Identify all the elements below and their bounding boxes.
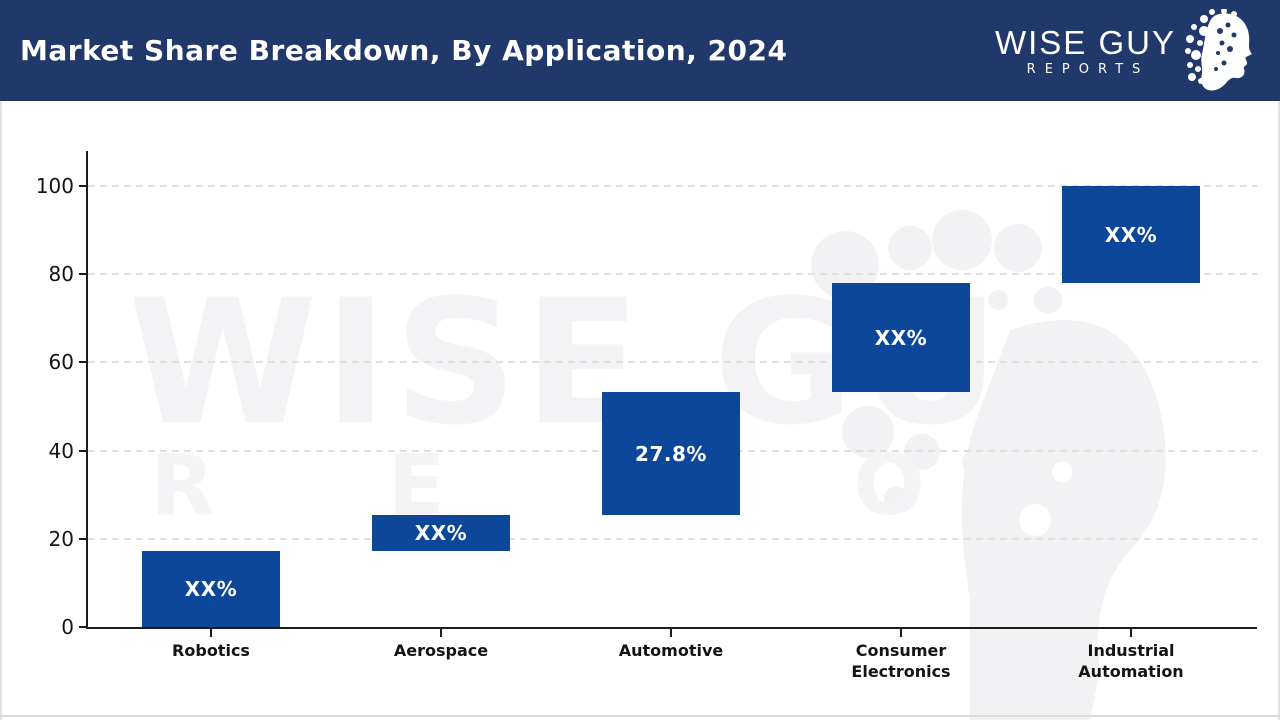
bar-value-label: XX% (414, 521, 468, 546)
y-tick-mark (79, 273, 87, 276)
brand-face-icon (1185, 8, 1252, 91)
brand-subtitle: REPORTS (1026, 61, 1150, 77)
gridline (88, 361, 1257, 364)
y-tick-mark (79, 361, 87, 364)
y-tick-mark (79, 185, 87, 187)
y-tick-mark (79, 537, 87, 540)
brand-logo-text: WISE GUY REPORTS (995, 26, 1176, 76)
y-tick-label: 60 (48, 350, 74, 375)
bar-automotive: 27.8% (602, 392, 740, 515)
y-tick-mark (79, 626, 87, 628)
page-border-right (1278, 101, 1280, 720)
x-category-label: Aerospace (393, 641, 489, 660)
x-category-label: Industrial Automation (1078, 641, 1184, 681)
watermark-text-sub: R E P O (150, 436, 997, 534)
gridline (88, 537, 1257, 540)
x-tick-mark (1130, 629, 1132, 637)
bar-value-label: 27.8% (635, 441, 707, 466)
bar-aerospace: XX% (372, 514, 510, 552)
bar-value-label: XX% (184, 577, 238, 602)
footer-divider-line (0, 715, 1280, 717)
x-axis-line (86, 627, 1257, 629)
y-axis-line (86, 150, 88, 629)
x-category-label: Consumer Electronics (851, 641, 951, 681)
gridline (88, 273, 1257, 276)
chart-plot-area: 0 20 40 60 80 100 XX% Robotics XX% Aerospace 27.8%… (0, 101, 1280, 720)
x-tick-mark (210, 629, 212, 637)
header-bar: Market Share Breakdown, By Application, … (0, 0, 1280, 101)
page-title: Market Share Breakdown, By Application, … (20, 34, 788, 67)
x-tick-mark (670, 629, 672, 637)
y-tick-label: 100 (35, 174, 74, 198)
bar-robotics: XX% (142, 551, 280, 627)
y-tick-label: 80 (48, 262, 74, 287)
x-tick-mark (440, 629, 442, 637)
y-tick-label: 20 (48, 526, 74, 551)
y-tick-mark (79, 449, 87, 452)
y-tick-label: 0 (61, 615, 74, 639)
x-tick-mark (900, 629, 902, 637)
y-tick-label: 40 (48, 438, 74, 463)
bar-value-label: XX% (874, 325, 928, 350)
bar-consumer-electronics: XX% (832, 283, 970, 393)
bar-industrial-automation: XX% (1062, 186, 1200, 284)
brand-logo: WISE GUY REPORTS (995, 7, 1254, 95)
gridline (88, 185, 1257, 187)
page-border-left (0, 101, 2, 720)
x-category-label: Robotics (172, 641, 250, 660)
x-category-label: Automotive (618, 641, 724, 660)
brand-name: WISE GUY (994, 23, 1176, 61)
bar-value-label: XX% (1104, 222, 1158, 247)
